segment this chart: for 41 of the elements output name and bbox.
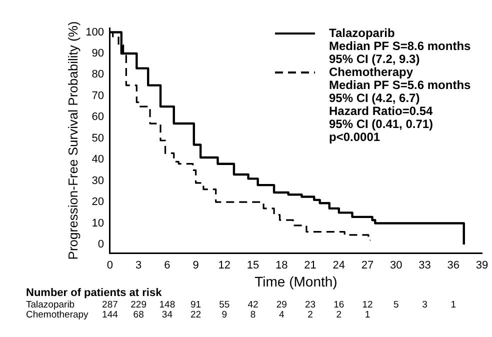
y-tick-label: 10 — [92, 217, 104, 230]
x-tick-label: 3 — [136, 260, 142, 272]
x-tick-label: 0 — [106, 260, 114, 272]
annotation: Median PF S=8.6 months — [329, 39, 471, 53]
annotation: Median PF S=5.6 months — [329, 78, 471, 92]
annotation: 95% CI (4.2, 6.7) — [329, 91, 421, 105]
y-tick-label: 50 — [92, 132, 104, 144]
x-tick-label: 33 — [418, 260, 431, 272]
x-tick-label: 18 — [276, 260, 288, 272]
x-tick-label: 15 — [246, 260, 260, 272]
y-tick-label: 0 — [98, 238, 104, 251]
annotation: Hazard Ratio=0.54 — [329, 104, 434, 118]
y-tick-label: 30 — [92, 174, 104, 187]
y-tick-label: 60 — [92, 111, 104, 124]
text: 144 68 34 22 9 8 4 2 2 1 — [102, 310, 370, 321]
y-tick-label: 70 — [92, 90, 104, 102]
text: Number of patients at risk — [26, 287, 163, 300]
legend-label: Talazoparib — [329, 26, 396, 40]
x-tick-label: 21 — [304, 260, 316, 272]
y-tick-label: 100 — [86, 26, 104, 38]
annotation: 95% CI (0.41, 0.71) — [329, 117, 434, 131]
x-tick-label: 24 — [332, 260, 346, 272]
text: 287 229 148 91 55 42 29 23 16 12 5 3 1 — [102, 300, 456, 311]
y-tick-label: 80 — [92, 68, 104, 81]
annotation: 95% CI (7.2, 9.3) — [329, 52, 421, 66]
y-tick-label: 90 — [92, 48, 104, 60]
text: Talazoparib — [26, 300, 75, 311]
x-tick-label: 30 — [390, 260, 402, 272]
x-axis-title: Time (Month) — [254, 273, 338, 290]
x-tick-label: 6 — [164, 260, 170, 272]
x-tick-label: 36 — [447, 260, 460, 272]
x-tick-label: 39 — [476, 260, 488, 272]
legend-label: Chemotherapy — [329, 65, 414, 79]
x-tick-label: 12 — [218, 260, 231, 272]
x-tick-label: 27 — [361, 260, 374, 272]
text: Chemotherapy — [26, 310, 89, 321]
y-axis-title: Progression-Free Survival Probability (%) — [65, 21, 80, 260]
annotation: p<0.0001 — [329, 130, 380, 144]
x-tick-label: 9 — [192, 260, 199, 272]
y-tick-label: 40 — [92, 154, 104, 166]
y-tick-label: 20 — [92, 196, 104, 208]
